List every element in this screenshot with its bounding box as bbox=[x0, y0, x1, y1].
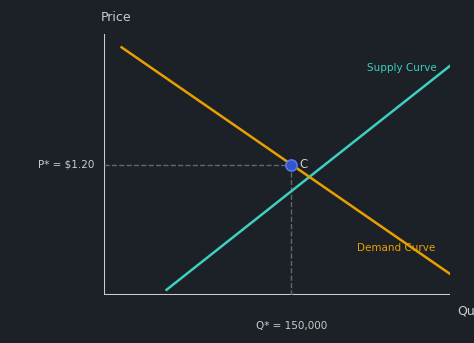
Text: Demand Curve: Demand Curve bbox=[357, 243, 435, 253]
Text: Q* = 150,000: Q* = 150,000 bbox=[255, 321, 327, 331]
Text: Quantity: Quantity bbox=[457, 305, 474, 318]
Text: Supply Curve: Supply Curve bbox=[367, 63, 437, 73]
Text: C: C bbox=[300, 158, 308, 171]
Text: Price: Price bbox=[101, 11, 131, 24]
Text: P* = $1.20: P* = $1.20 bbox=[37, 159, 94, 170]
